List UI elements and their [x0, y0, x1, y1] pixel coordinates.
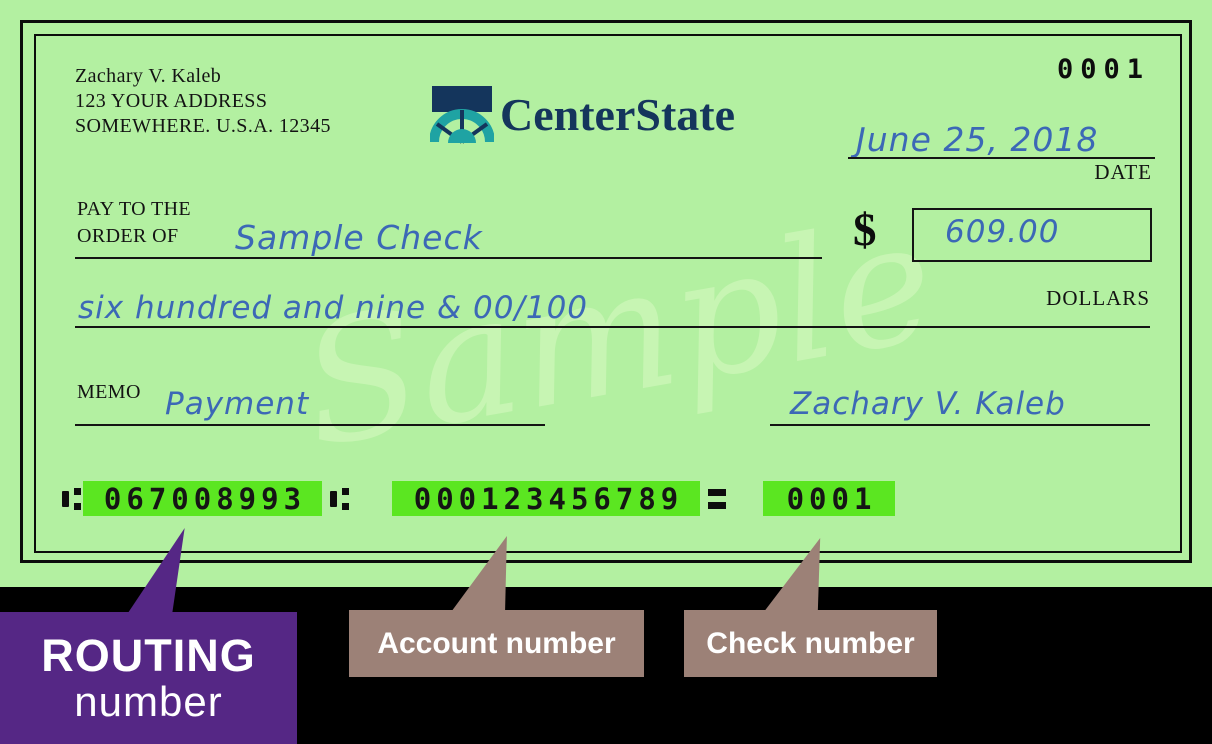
date-label: DATE	[1094, 160, 1152, 184]
micr-transit-icon	[62, 486, 81, 512]
payer-address-line1: 123 YOUR ADDRESS	[75, 90, 268, 112]
check-outer-border	[20, 20, 1192, 563]
routing-number-highlight: 067008993	[83, 481, 322, 516]
amount-words-line	[75, 326, 1150, 328]
check-inner-border	[34, 34, 1182, 553]
routing-number: 067008993	[103, 481, 307, 516]
signature-line	[770, 424, 1150, 426]
signature-value: Zachary V. Kaleb	[790, 386, 1066, 422]
date-value: June 25, 2018	[856, 120, 1099, 159]
bank-logo: CenterState	[430, 86, 735, 144]
date-line	[848, 157, 1155, 159]
micr-transit-icon	[330, 486, 349, 512]
check-number-highlight: 0001	[763, 481, 895, 516]
account-number-highlight: 000123456789	[392, 481, 700, 516]
check-number-callout: Check number	[684, 610, 937, 677]
check-number-top: 0001	[1056, 54, 1150, 85]
routing-callout-line1: ROUTING	[41, 630, 256, 682]
memo-line	[75, 424, 545, 426]
memo-value: Payment	[165, 386, 310, 422]
pay-to-label: PAY TO THE ORDER OF	[77, 196, 191, 250]
routing-number-callout: ROUTING number	[0, 612, 297, 744]
payer-address-block: Zachary V. Kaleb 123 YOUR ADDRESS SOMEWH…	[75, 64, 331, 139]
dollars-label: DOLLARS	[1046, 286, 1150, 310]
payer-address-line2: SOMEWHERE. U.S.A. 12345	[75, 115, 331, 137]
dollar-sign: $	[853, 204, 877, 256]
pay-to-label-line2: ORDER OF	[77, 225, 179, 247]
pay-to-label-line1: PAY TO THE	[77, 198, 192, 220]
check-number-micr: 0001	[786, 481, 877, 516]
routing-callout-line2: number	[74, 677, 223, 725]
payee-line	[75, 257, 822, 259]
amount-box	[912, 208, 1152, 262]
account-number-callout: Account number	[349, 610, 644, 677]
payer-name: Zachary V. Kaleb	[75, 65, 222, 87]
bank-name: CenterState	[500, 89, 736, 140]
memo-label: MEMO	[77, 381, 141, 403]
amount-value: 609.00	[945, 214, 1060, 250]
payee-value: Sample Check	[235, 218, 483, 257]
amount-words: six hundred and nine & 00/100	[78, 290, 589, 326]
micr-onus-icon	[708, 489, 726, 509]
account-number: 000123456789	[413, 481, 684, 516]
centerstate-sunrise-icon	[430, 86, 494, 144]
